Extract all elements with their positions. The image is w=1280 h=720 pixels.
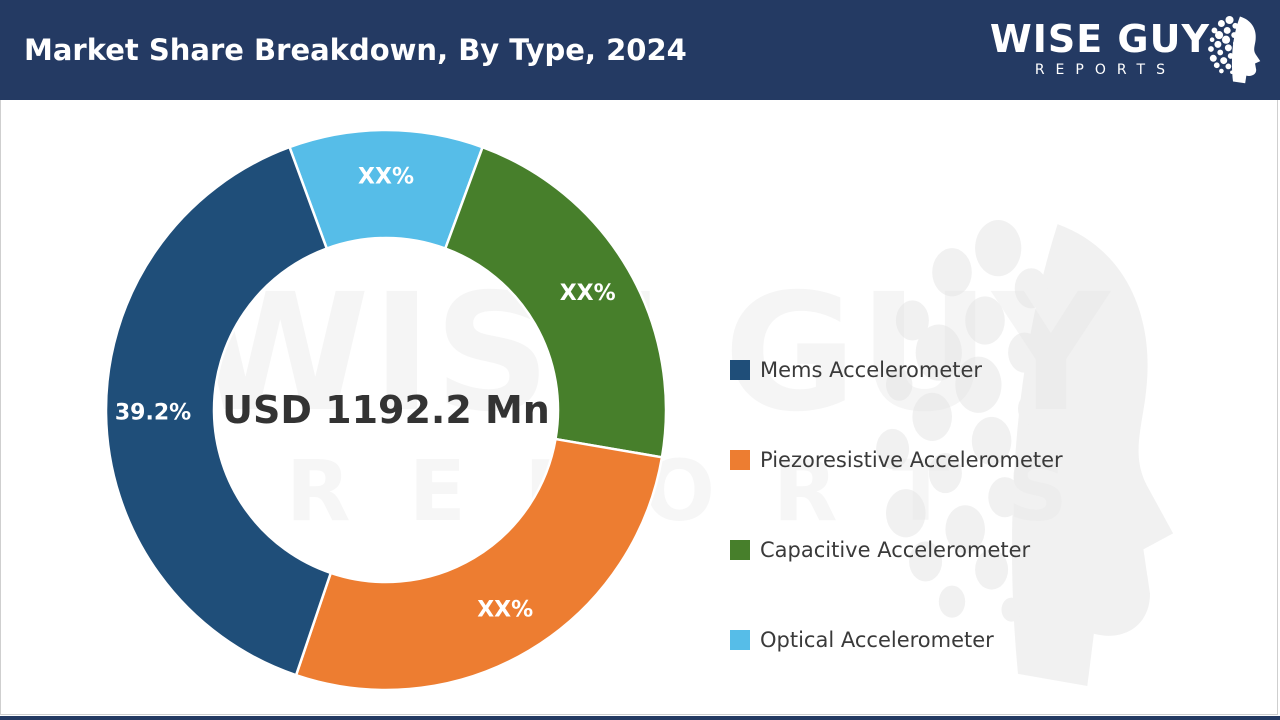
chart-legend: Mems Accelerometer Piezoresistive Accele… bbox=[730, 358, 1063, 718]
donut-slice-mems-accelerometer[interactable] bbox=[104, 145, 333, 677]
donut-slices: XX% XX% XX% 39.2% bbox=[104, 128, 668, 692]
legend-item-capacitive[interactable]: Capacitive Accelerometer bbox=[730, 538, 1063, 562]
legend-swatch-optical bbox=[730, 630, 750, 650]
logo-wordmark-line2: REPORTS bbox=[1034, 61, 1176, 78]
chart-canvas: WISE GUY REPORTS XX%XX%XX%39.2% USD 1192… bbox=[0, 100, 1278, 715]
slice-value-label: 39.2% bbox=[115, 400, 191, 425]
legend-label: Capacitive Accelerometer bbox=[760, 538, 1031, 562]
header-bar: Market Share Breakdown, By Type, 2024 WI… bbox=[0, 0, 1280, 100]
logo-wordmark: WISE GUY REPORTS bbox=[989, 17, 1210, 78]
slice-value-label: XX% bbox=[358, 165, 414, 190]
slice-value-label: XX% bbox=[560, 281, 616, 306]
donut-slice-piezoresistive-accelerometer[interactable] bbox=[294, 437, 664, 692]
logo-wordmark-line1: WISE GUY bbox=[989, 17, 1210, 62]
slice-value-label: XX% bbox=[477, 598, 533, 623]
legend-label: Mems Accelerometer bbox=[760, 358, 983, 382]
donut-slice-capacitive-accelerometer[interactable] bbox=[444, 145, 668, 459]
legend-swatch-mems bbox=[730, 360, 750, 380]
donut-chart: XX% XX% XX% 39.2% USD 1192.2 Mn bbox=[104, 128, 668, 692]
legend-item-mems[interactable]: Mems Accelerometer bbox=[730, 358, 1063, 382]
footer-bar bbox=[0, 716, 1280, 720]
page-title: Market Share Breakdown, By Type, 2024 bbox=[24, 33, 687, 67]
brand-logo: WISE GUY REPORTS bbox=[990, 14, 1262, 84]
legend-label: Optical Accelerometer bbox=[760, 628, 994, 652]
chart-center-value: USD 1192.2 Mn bbox=[222, 388, 550, 432]
legend-label: Piezoresistive Accelerometer bbox=[760, 448, 1063, 472]
logo-face-icon bbox=[1208, 15, 1261, 84]
legend-item-piezoresistive[interactable]: Piezoresistive Accelerometer bbox=[730, 448, 1063, 472]
legend-item-optical[interactable]: Optical Accelerometer bbox=[730, 628, 1063, 652]
legend-swatch-capacitive bbox=[730, 540, 750, 560]
legend-swatch-piezoresistive bbox=[730, 450, 750, 470]
